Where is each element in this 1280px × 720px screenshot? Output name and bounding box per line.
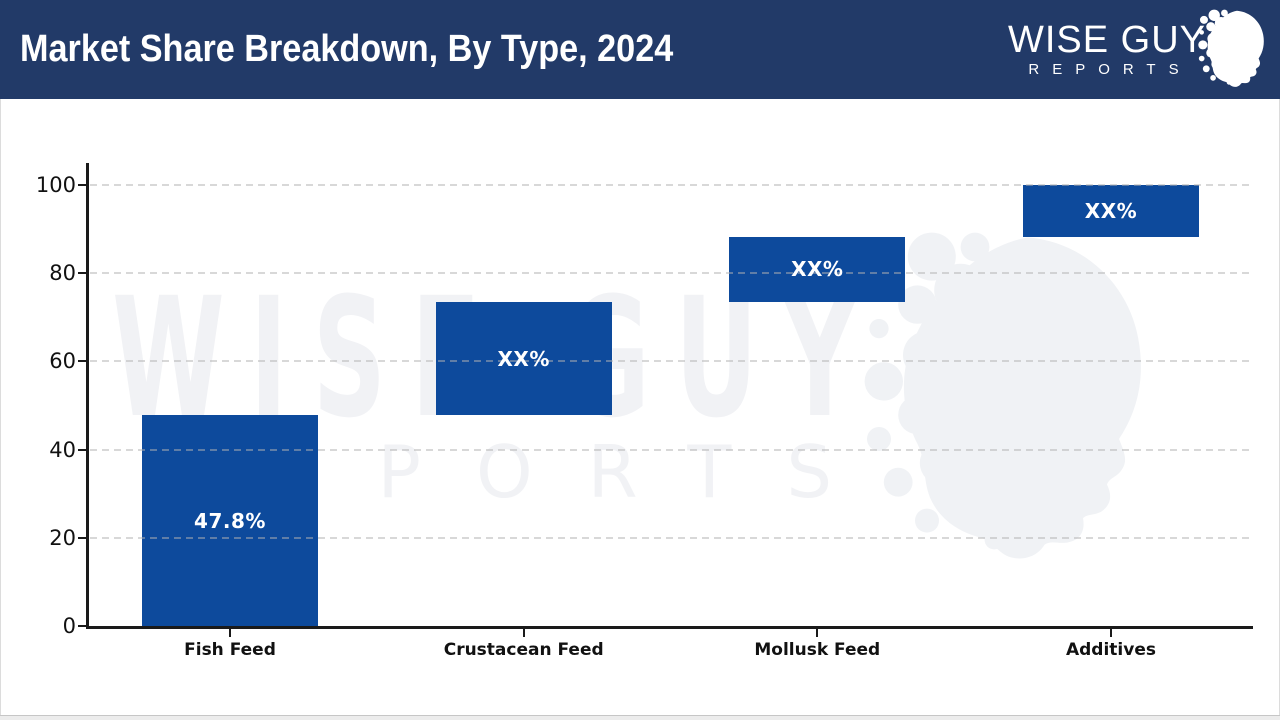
bar-label-crustacean-feed: XX% — [497, 346, 550, 371]
x-label-fish-feed: Fish Feed — [184, 640, 276, 660]
bar-label-additives: XX% — [1084, 199, 1138, 224]
bar-label-fish-feed: 47.8% — [194, 508, 266, 533]
y-tick-80 — [78, 272, 87, 275]
y-tick-20 — [78, 536, 87, 539]
brand-name: WISE GUY — [1007, 19, 1206, 62]
brand-logo: WISE GUY REPORTS — [1008, 5, 1270, 95]
y-tick-label-80: 80 — [49, 261, 76, 286]
y-tick-label-0: 0 — [62, 614, 76, 638]
y-tick-label-100: 100 — [35, 173, 76, 197]
brand-logo-text: WISE GUY REPORTS — [1007, 19, 1206, 78]
y-axis-line — [86, 163, 89, 629]
x-tick-additives — [1110, 629, 1112, 637]
brand-subname: REPORTS — [1028, 60, 1192, 78]
y-tick-label-60: 60 — [49, 349, 76, 374]
page-bottom-edge — [0, 715, 1280, 720]
gridline-60 — [90, 360, 1253, 363]
gridline-20 — [90, 536, 1253, 539]
y-tick-40 — [78, 448, 87, 451]
page-title: Market Share Breakdown, By Type, 2024 — [20, 28, 674, 70]
y-tick-100 — [78, 184, 87, 186]
x-tick-fish-feed — [229, 629, 231, 637]
gridline-100 — [90, 184, 1253, 186]
y-tick-60 — [78, 360, 87, 363]
header-bar: Market Share Breakdown, By Type, 2024 WI… — [0, 0, 1280, 99]
x-tick-mollusk-feed — [816, 629, 819, 637]
bar-additives — [1023, 185, 1199, 238]
gridline-80 — [90, 272, 1253, 275]
x-label-additives: Additives — [1065, 640, 1156, 660]
bar-label-mollusk-feed: XX% — [791, 257, 844, 282]
x-label-crustacean-feed: Crustacean Feed — [443, 640, 604, 660]
y-tick-label-20: 20 — [49, 525, 76, 550]
y-tick-label-40: 40 — [49, 437, 76, 462]
x-axis-line — [86, 626, 1253, 629]
y-tick-0 — [78, 625, 87, 627]
gridline-40 — [90, 448, 1253, 451]
bar-crustacean-feed — [435, 301, 612, 416]
x-label-mollusk-feed: Mollusk Feed — [754, 640, 881, 660]
x-tick-crustacean-feed — [522, 629, 525, 637]
